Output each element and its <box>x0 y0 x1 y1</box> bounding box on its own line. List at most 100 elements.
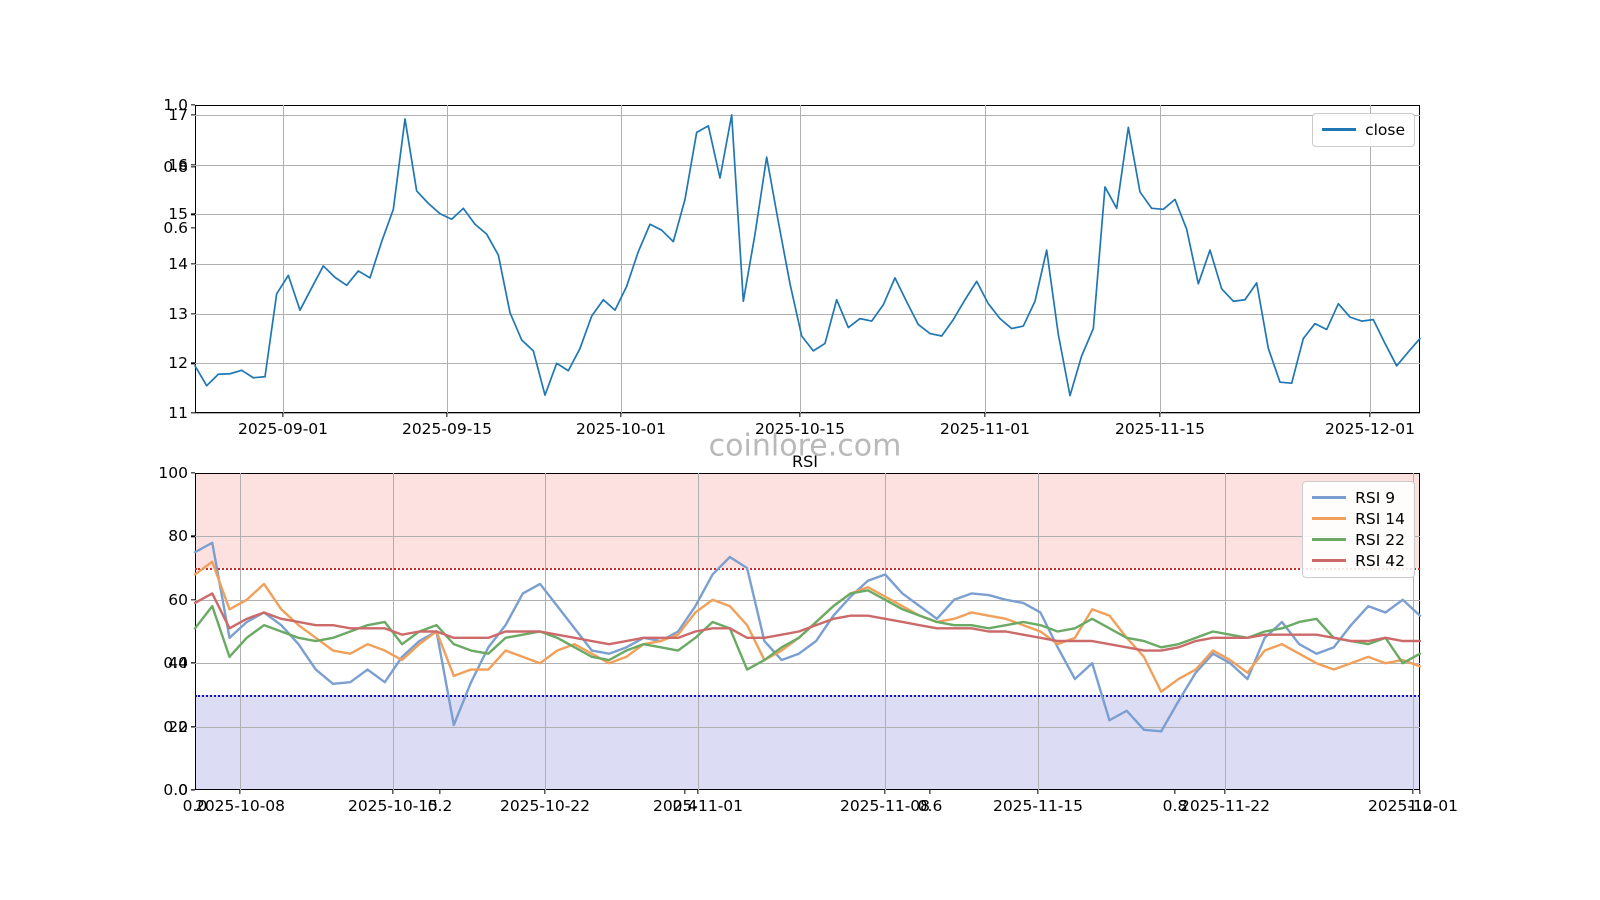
gridline-horizontal <box>195 114 1420 116</box>
rsi-x-tick-mark <box>1412 790 1414 794</box>
price-x-tick-mark <box>282 413 284 417</box>
price-y-tick-mark <box>191 362 195 364</box>
gridline-horizontal <box>195 214 1420 216</box>
rsi-y-tick-mark <box>191 472 195 474</box>
rsi-chart-axes: 0 20 40 60 80 100 0.0 0.2 0.4 2025-10-08 2025-10-… <box>158 464 1458 815</box>
price-y-tick-label: 17 <box>168 105 188 124</box>
rsi-x-tick-label: 2025-10-15 <box>347 797 439 815</box>
rsi-x-tick-label: 2025-10-22 <box>499 797 591 815</box>
price-y-tick-secondary-label: 0.6 <box>163 219 188 238</box>
oversold-threshold-line <box>195 694 1420 697</box>
legend-entry: close <box>1322 119 1405 140</box>
legend-label-3: RSI 22 <box>1355 530 1405 549</box>
rsi-x-tick-secondary-mark <box>1419 790 1421 794</box>
overbought-band <box>195 473 1420 569</box>
rsi-x-tick-secondary-label: 0.6 <box>917 797 943 815</box>
rsi-y-tick-label: 0 <box>178 781 188 799</box>
rsi-panel-title: RSI <box>792 452 818 471</box>
gridline-horizontal <box>195 726 1420 728</box>
overbought-threshold-line <box>195 568 1420 571</box>
gridline-horizontal <box>195 413 1420 414</box>
legend-swatch-2 <box>1312 517 1347 520</box>
price-y-tick-label: 13 <box>168 304 188 323</box>
legend-swatch-4 <box>1312 559 1347 562</box>
rsi-y-tick-secondary-label: 0.4 <box>163 654 188 673</box>
rsi-y-tick-mark <box>191 599 195 601</box>
price-y-tick-label: 14 <box>168 255 188 273</box>
rsi-x-tick-mark <box>884 790 886 794</box>
price-y-tick-mark <box>191 114 195 116</box>
price-line-series <box>195 105 1420 413</box>
gridline-vertical <box>621 105 622 413</box>
gridline-vertical <box>447 105 448 413</box>
price-y-tick-secondary-label: 0.8 <box>163 157 188 176</box>
price-x-tick-label: 2025-11-15 <box>1114 420 1206 438</box>
price-x-tick-mark <box>446 413 448 417</box>
price-x-tick-mark <box>984 413 986 417</box>
price-x-tick-label: 2025-11-01 <box>939 420 1031 438</box>
price-x-tick-label: 2025-10-15 <box>754 420 846 438</box>
rsi-x-tick-secondary-mark <box>439 790 441 794</box>
rsi-x-tick-mark <box>1037 790 1039 794</box>
rsi-x-tick-secondary-label: 0.2 <box>427 797 453 815</box>
price-y-tick-mark <box>191 263 195 265</box>
rsi-x-tick-secondary-mark <box>684 790 686 794</box>
rsi-y-tick-label: 80 <box>168 527 188 546</box>
rsi-legend: RSI 9 RSI 14 RSI 22 RSI 42 <box>1302 481 1415 578</box>
rsi-x-tick-label: 2025-11-22 <box>1179 797 1271 815</box>
oversold-band <box>195 694 1420 790</box>
rsi-y-tick-mark <box>191 535 195 538</box>
price-y-tick-secondary-mark <box>191 165 195 168</box>
rsi-x-tick-secondary-label: 0.0 <box>182 797 208 815</box>
gridline-vertical <box>885 473 886 790</box>
rsi-plot-frame <box>195 473 1420 790</box>
price-x-tick-label: 2025-09-01 <box>237 420 329 438</box>
legend-label-1: RSI 9 <box>1355 488 1396 507</box>
price-x-tick-mark <box>1159 413 1161 417</box>
rsi-y-tick-secondary-mark <box>191 662 195 664</box>
rsi-y-tick-secondary-label: 0.2 <box>163 717 188 736</box>
price-y-tick-secondary-label: 1.0 <box>163 96 188 114</box>
price-y-tick-mark <box>191 412 195 414</box>
price-plot-frame <box>195 105 1420 413</box>
legend-label-2: RSI 14 <box>1355 509 1405 528</box>
rsi-x-tick-secondary-mark <box>1174 790 1176 794</box>
price-y-tick-label: 12 <box>168 354 188 373</box>
price-x-tick-label: 2025-12-01 <box>1324 420 1416 438</box>
gridline-vertical <box>985 105 986 413</box>
gridline-vertical <box>800 105 801 413</box>
legend-entry: RSI 42 <box>1312 550 1405 571</box>
rsi-x-tick-mark <box>1224 790 1226 794</box>
rsi-y-tick-label: 40 <box>168 654 188 673</box>
gridline-horizontal <box>195 313 1420 315</box>
rsi-x-tick-mark <box>392 790 394 794</box>
price-x-tick-mark <box>620 413 622 417</box>
gridline-horizontal <box>195 599 1420 601</box>
rsi-x-tick-mark <box>544 790 546 794</box>
rsi-y-tick-secondary-mark <box>191 789 195 791</box>
legend-entry: RSI 14 <box>1312 508 1405 529</box>
rsi-x-tick-secondary-mark <box>929 790 931 794</box>
rsi-x-tick-label: 2025-10-08 <box>194 797 286 815</box>
rsi-y-tick-secondary-mark <box>191 725 195 728</box>
price-legend: close <box>1312 113 1415 147</box>
price-y-tick-label: 11 <box>168 404 188 422</box>
watermark: coinlore.com <box>708 428 902 464</box>
price-x-tick-mark <box>799 413 801 417</box>
price-y-tick-label: 16 <box>168 155 188 174</box>
rsi-y-tick-label: 20 <box>168 717 188 736</box>
gridline-vertical <box>1225 473 1226 790</box>
legend-label-4: RSI 42 <box>1355 551 1405 570</box>
rsi-x-tick-label: 2025-12-01 <box>1367 797 1459 815</box>
rsi-x-tick-secondary-label: 1.0 <box>1407 797 1433 815</box>
price-y-tick-mark <box>191 163 195 166</box>
legend-swatch-3 <box>1312 538 1347 541</box>
price-y-tick-secondary-mark <box>191 104 195 106</box>
price-x-tick-mark <box>1369 413 1371 417</box>
gridline-horizontal <box>195 264 1420 265</box>
gridline-vertical <box>240 473 241 790</box>
legend-entry: RSI 22 <box>1312 529 1405 550</box>
gridline-horizontal <box>195 363 1420 365</box>
rsi-x-tick-mark <box>697 790 699 794</box>
